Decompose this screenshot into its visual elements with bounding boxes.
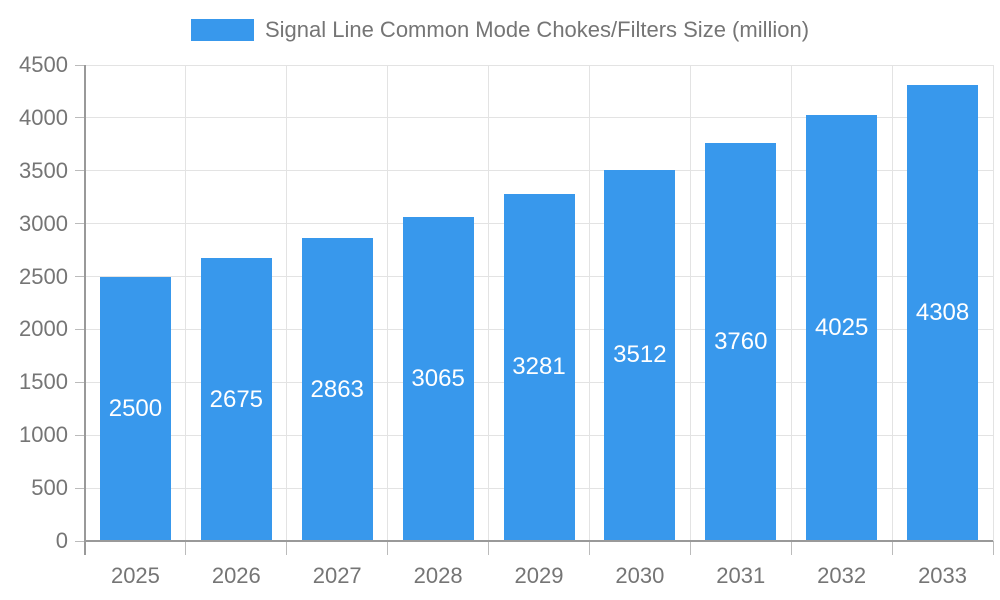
y-axis-tick-label: 2000 xyxy=(19,316,68,342)
y-axis-tick xyxy=(75,276,85,278)
y-axis-tick-label: 4500 xyxy=(19,52,68,77)
bar-value-label: 4308 xyxy=(915,299,970,327)
y-axis-tick xyxy=(75,434,85,436)
bar-value-label: 3512 xyxy=(613,341,667,369)
x-axis-line xyxy=(85,540,993,542)
bar xyxy=(907,85,979,541)
y-axis-tick-label: 4000 xyxy=(19,104,68,130)
y-axis-tick xyxy=(75,64,85,66)
x-axis-tick xyxy=(185,541,187,555)
x-gridline xyxy=(790,65,792,541)
x-gridline xyxy=(488,65,490,541)
x-axis-tick-label: 2031 xyxy=(716,563,766,588)
y-axis-tick-label: 2500 xyxy=(19,263,68,289)
x-axis-tick-label: 2026 xyxy=(211,563,261,588)
y-axis-tick xyxy=(75,381,85,383)
y-axis-tick xyxy=(75,170,85,172)
bar xyxy=(99,276,171,541)
bar xyxy=(705,143,777,541)
bar xyxy=(200,258,272,541)
x-axis-tick-label: 2030 xyxy=(615,563,665,588)
x-axis-tick xyxy=(689,541,691,555)
y-axis-tick-label: 3500 xyxy=(19,157,68,183)
y-axis-tick-label: 500 xyxy=(31,475,68,501)
bar xyxy=(604,169,676,541)
x-axis-tick-label: 2027 xyxy=(312,563,362,588)
x-axis-tick-label: 2025 xyxy=(110,563,160,588)
x-axis-tick-label: 2029 xyxy=(514,563,564,588)
legend[interactable]: Signal Line Common Mode Chokes/Filters S… xyxy=(0,17,1000,43)
x-gridline xyxy=(387,65,389,541)
bar-value-label: 2675 xyxy=(209,385,264,413)
x-axis-tick xyxy=(992,541,994,555)
x-axis-tick xyxy=(891,541,893,555)
y-axis-tick-label: 1000 xyxy=(19,422,68,448)
bar xyxy=(402,216,474,541)
y-axis-tick xyxy=(75,328,85,330)
x-axis-tick xyxy=(488,541,490,555)
x-axis-tick-label: 2033 xyxy=(918,563,968,588)
x-axis-tick xyxy=(286,541,288,555)
x-axis-tick-label: 2028 xyxy=(413,563,463,588)
bar-value-label: 3760 xyxy=(714,328,768,356)
x-axis-tick xyxy=(387,541,389,555)
bar xyxy=(503,193,575,541)
y-gridline xyxy=(85,170,993,172)
x-gridline xyxy=(185,65,187,541)
x-gridline xyxy=(992,65,994,541)
bar xyxy=(301,238,373,541)
y-gridline xyxy=(85,64,993,66)
bar-value-label: 2500 xyxy=(108,394,163,422)
x-axis-tick xyxy=(790,541,792,555)
y-axis-tick xyxy=(75,117,85,119)
y-axis-tick-label: 0 xyxy=(55,528,68,553)
y-axis-tick xyxy=(75,540,85,542)
bar-value-label: 2863 xyxy=(310,375,364,403)
bar-value-label: 4025 xyxy=(814,314,869,342)
bar-value-label: 3065 xyxy=(411,364,465,392)
y-axis-line xyxy=(84,65,86,555)
legend-swatch xyxy=(190,19,254,41)
x-gridline xyxy=(689,65,691,541)
bar-value-label: 3281 xyxy=(512,353,566,381)
x-gridline xyxy=(286,65,288,541)
x-gridline xyxy=(588,65,590,541)
y-gridline xyxy=(85,117,993,119)
legend-label: Signal Line Common Mode Chokes/Filters S… xyxy=(264,17,810,42)
x-axis-tick-label: 2032 xyxy=(817,563,867,588)
y-axis-tick xyxy=(75,487,85,489)
y-axis-tick-label: 1500 xyxy=(19,369,68,395)
x-axis-tick xyxy=(588,541,590,555)
x-gridline xyxy=(891,65,893,541)
bar xyxy=(806,115,878,541)
y-axis-tick xyxy=(75,223,85,225)
y-axis-tick-label: 3000 xyxy=(19,210,68,236)
